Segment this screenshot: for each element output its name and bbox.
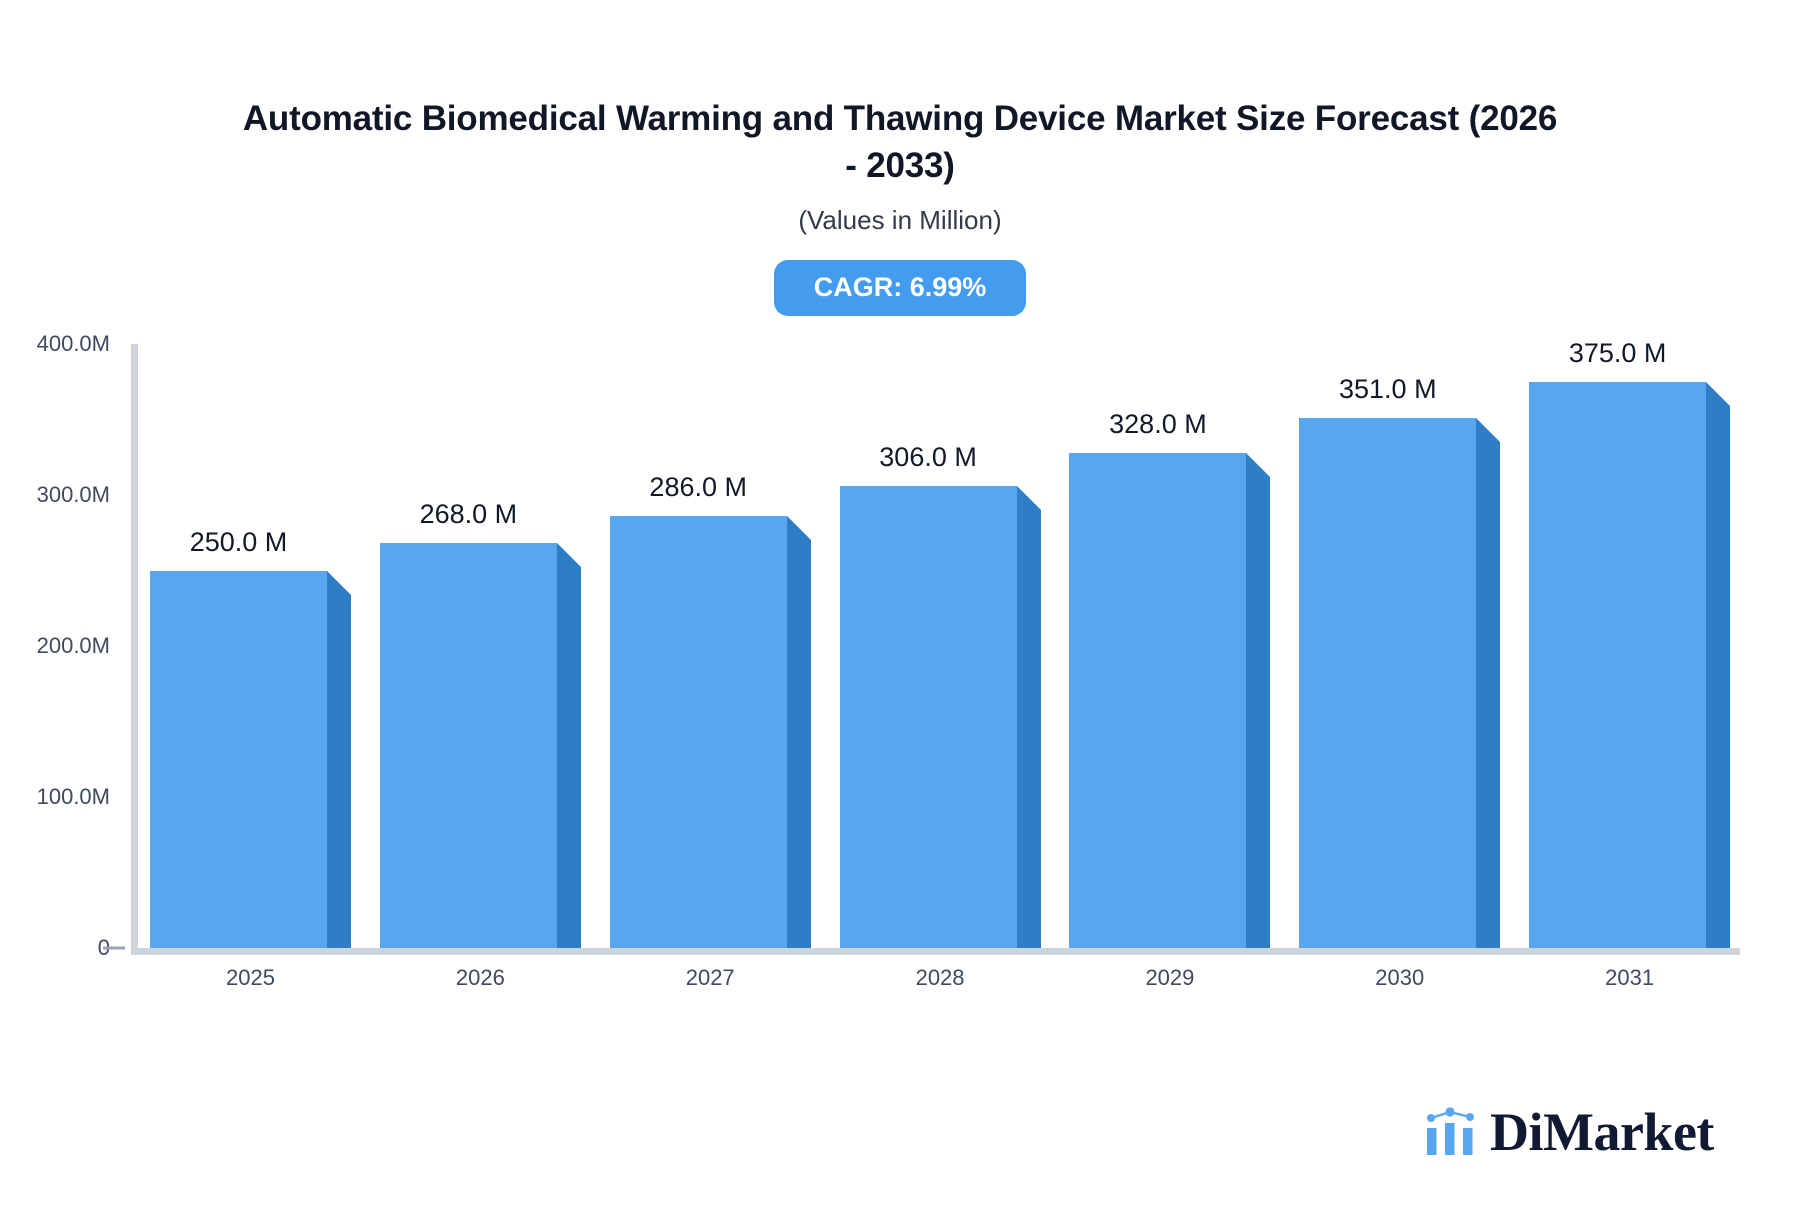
x-tick-label: 2030 (1375, 965, 1425, 990)
bar-value-label: 306.0 M (879, 441, 977, 472)
bar-2027[interactable] (609, 516, 811, 948)
bar-2025[interactable] (150, 570, 351, 948)
cagr-badge: CAGR: 6.99% (773, 260, 1027, 317)
cagr-badge-container: CAGR: 6.99% (0, 260, 1800, 317)
x-tick-label: 2025 (226, 965, 275, 990)
bar-front-face (150, 570, 327, 948)
x-tick-label: 2029 (1145, 965, 1195, 990)
y-tick-label: 300.0M (36, 482, 110, 507)
bar-value-label: 250.0 M (189, 526, 288, 557)
bar-front-face (1529, 381, 1707, 948)
y-tick-label: 100.0M (36, 784, 110, 809)
bar-value-label: 286.0 M (649, 472, 747, 503)
bar-2028[interactable] (839, 485, 1041, 948)
logo-wordmark: DiMarket (1490, 1102, 1714, 1162)
bar-top-bevel (1016, 485, 1041, 510)
x-tick-label: 2031 (1605, 965, 1655, 990)
bar-front-face (839, 485, 1017, 948)
chart-title: Automatic Biomedical Warming and Thawing… (242, 99, 1558, 185)
bar-chart-logo-icon (1424, 1107, 1478, 1157)
bar-top-bevel (1246, 452, 1271, 477)
bar-top-bevel (1706, 381, 1731, 406)
bar-side-face (556, 567, 581, 948)
bar-front-face (609, 516, 787, 948)
bar-2030[interactable] (1299, 418, 1501, 948)
bar-front-face (1299, 418, 1477, 948)
bar-2026[interactable] (379, 543, 581, 948)
bar-value-label: 375.0 M (1568, 337, 1667, 368)
bar-side-face (1706, 405, 1731, 948)
y-tick-label: 200.0M (36, 633, 110, 658)
bars-layer: 250.0 M 268.0 M 286.0 M 306.0 M 328.0 M 351.0… (131, 338, 1740, 951)
chart-subtitle: (Values in Million) (798, 205, 1002, 236)
x-axis-line (131, 948, 1740, 955)
bar-top-bevel (786, 516, 811, 541)
bar-top-bevel (1476, 418, 1501, 442)
plot-area: 250.0 M 268.0 M 286.0 M 306.0 M 328.0 M 351.0… (37, 331, 1740, 990)
chart-header: Automatic Biomedical Warming and Thawing… (0, 96, 1800, 236)
bar-side-face (327, 594, 351, 948)
x-tick-label: 2026 (455, 965, 505, 990)
bar-side-face (1016, 509, 1041, 948)
bar-value-label: 268.0 M (419, 499, 518, 530)
bar-side-face (1246, 476, 1271, 948)
bar-value-label: 328.0 M (1109, 408, 1207, 439)
y-tick-label: 0 (0, 935, 110, 961)
bar-value-label: 351.0 M (1339, 374, 1437, 404)
bar-top-bevel (327, 570, 351, 595)
x-tick-label: 2027 (685, 965, 735, 990)
bar-front-face (379, 543, 557, 948)
dimarket-logo: DiMarket (1424, 1105, 1714, 1159)
bar-side-face (1476, 442, 1501, 948)
bar-side-face (786, 540, 811, 948)
bar-top-bevel (556, 543, 581, 568)
y-tick-mark (103, 946, 125, 950)
bar-front-face (1069, 452, 1247, 948)
bar-2029[interactable] (1069, 452, 1271, 948)
bar-2031[interactable] (1529, 381, 1731, 948)
y-axis-line (131, 344, 138, 955)
x-tick-label: 2028 (915, 965, 965, 990)
y-tick-label: 400.0M (36, 331, 110, 356)
